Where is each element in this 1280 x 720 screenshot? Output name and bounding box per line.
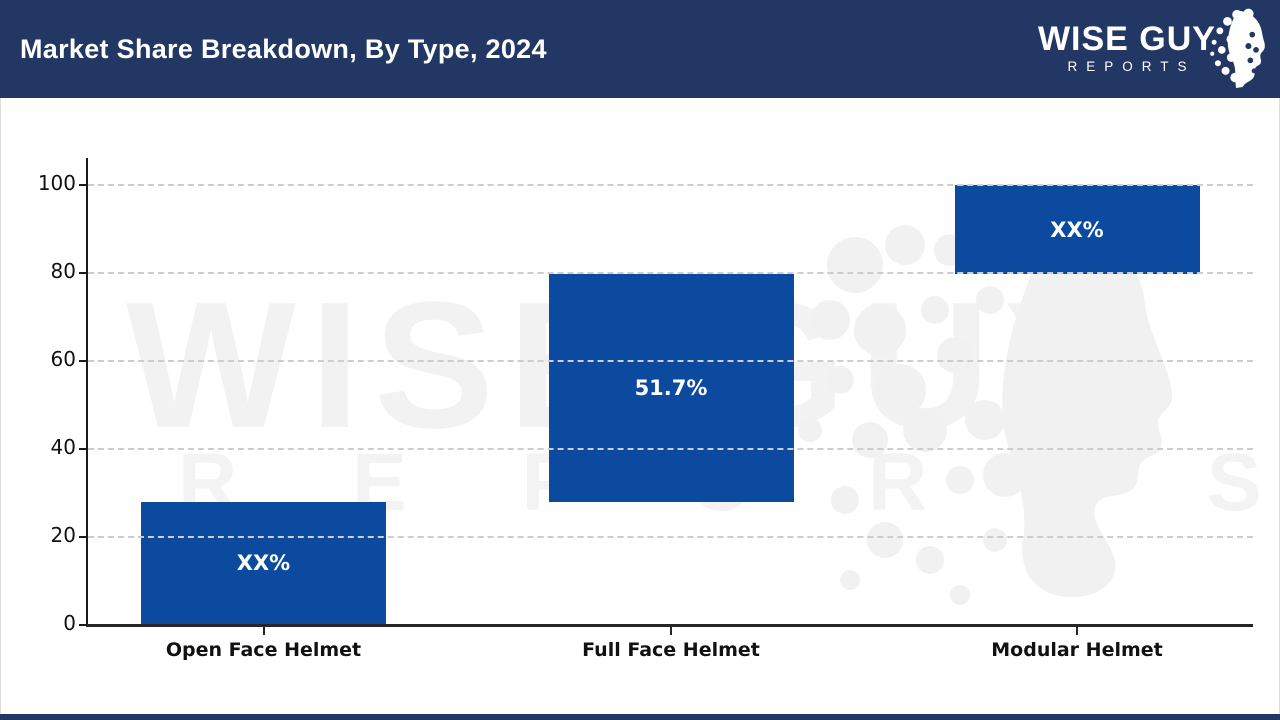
- bar-value-label-2: 51.7%: [634, 376, 708, 401]
- gridline-20: [88, 536, 1253, 538]
- logo-wordmark: WISE GUY: [1037, 20, 1216, 58]
- logo-subtitle: REPORTS: [1067, 59, 1196, 74]
- y-axis-tick-label: 40: [50, 435, 76, 459]
- y-axis-tick: [79, 448, 87, 450]
- bar-segment-3: [954, 185, 1200, 275]
- category-label-3: Modular Helmet: [991, 639, 1163, 661]
- gridline-80: [88, 272, 1253, 274]
- gridline-40: [88, 448, 1253, 450]
- bar-segment-1: [141, 501, 386, 625]
- page-title: Market Share Breakdown, By Type, 2024: [20, 33, 547, 64]
- y-axis-tick-label: 80: [50, 259, 76, 283]
- y-axis-tick: [79, 272, 87, 274]
- gridline-100: [88, 184, 1253, 186]
- y-axis-line: [86, 158, 88, 627]
- bar-value-label-3: XX%: [1050, 217, 1104, 242]
- y-axis-tick-label: 20: [50, 523, 76, 547]
- bar-value-label-1: XX%: [236, 551, 291, 576]
- y-axis-tick-label: 100: [37, 171, 76, 195]
- y-axis-tick: [79, 624, 87, 626]
- y-axis-tick: [79, 360, 87, 362]
- y-axis-tick-label: 0: [63, 611, 76, 635]
- x-axis-tick: [670, 627, 672, 635]
- y-axis-tick: [79, 536, 87, 538]
- y-axis-tick: [79, 184, 87, 186]
- bar-segment-2: [548, 274, 794, 502]
- footer-bar: [0, 714, 1280, 720]
- category-label-1: Open Face Helmet: [165, 639, 362, 661]
- gridline-60: [88, 360, 1253, 362]
- x-axis-tick: [262, 627, 265, 635]
- wise-guy-reports-logo: WISE GUY REPORTS: [1038, 8, 1266, 88]
- x-axis-line: [86, 624, 1253, 627]
- x-axis-tick: [1076, 627, 1078, 635]
- y-axis-tick-label: 60: [50, 347, 76, 371]
- category-label-2: Full Face Helmet: [582, 639, 760, 661]
- dotted-head-icon: [1210, 8, 1265, 88]
- header-bar: Market Share Breakdown, By Type, 2024 WI…: [0, 0, 1280, 98]
